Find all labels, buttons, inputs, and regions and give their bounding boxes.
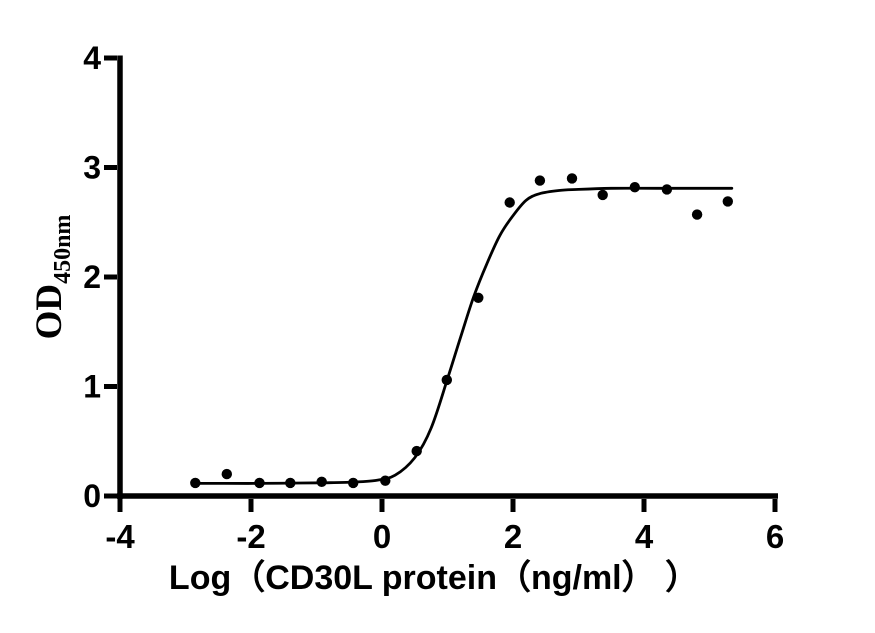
y-tick-label: 0 [83, 478, 101, 514]
x-tick-label: 4 [635, 518, 654, 555]
fit-curve [193, 186, 734, 485]
x-axis-title: Log（CD30L protein（ng/ml） ） [169, 558, 699, 597]
x-tick-label: 6 [766, 518, 784, 555]
data-point [316, 476, 327, 487]
plot-layer [190, 173, 734, 489]
y-tick-label: 4 [83, 40, 101, 76]
y-tick-label: 1 [83, 369, 101, 405]
data-point [597, 189, 608, 201]
data-point [380, 475, 391, 486]
x-tick-label: 0 [373, 518, 391, 555]
x-tick-label: 2 [504, 518, 522, 555]
data-point [691, 209, 703, 220]
y-tick-label: 2 [83, 259, 101, 295]
data-point [411, 445, 422, 457]
y-axis-title: OD450nm [29, 215, 76, 340]
data-point [722, 196, 733, 207]
data-point [348, 477, 359, 489]
x-tick-label: -4 [105, 518, 135, 555]
data-point [473, 292, 484, 303]
data-point [661, 184, 673, 195]
data-point [285, 477, 296, 489]
data-point [190, 477, 201, 489]
axis-layer: 0 1 2 3 4 -4 -2 0 2 4 6 [83, 40, 784, 555]
data-point [629, 182, 640, 193]
data-point [441, 374, 452, 386]
x-tick-label: -2 [236, 518, 265, 555]
data-point [221, 468, 232, 480]
data-point [504, 197, 515, 208]
y-tick-label: 3 [83, 150, 101, 186]
y-axis-title-main: OD [29, 284, 70, 340]
data-point [254, 477, 265, 489]
data-point [566, 173, 578, 184]
data-point [534, 175, 546, 186]
y-axis-title-subscript: 450nm [50, 215, 76, 284]
